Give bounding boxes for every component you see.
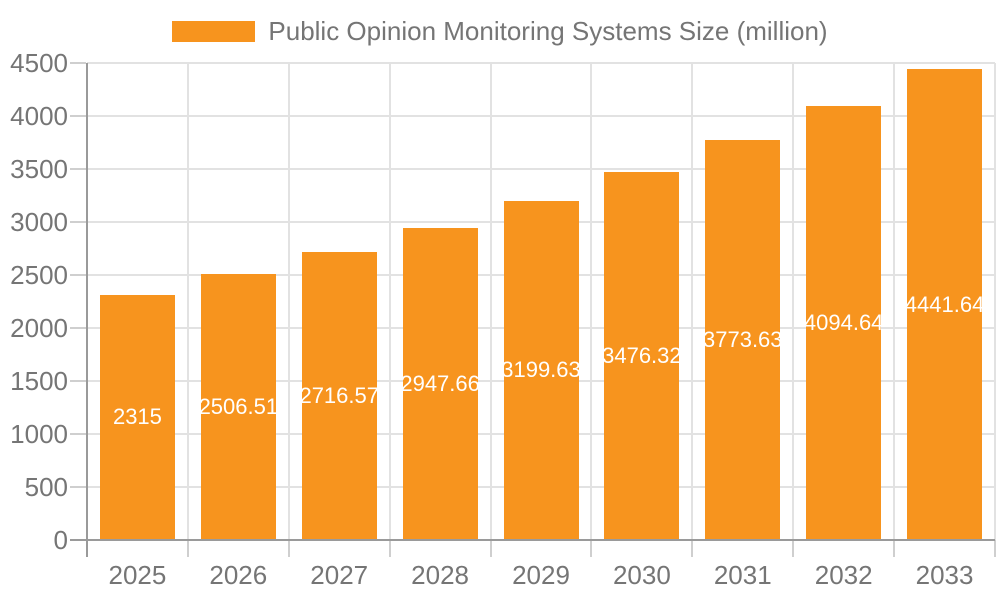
x-axis-label: 2030 [612,560,671,590]
x-axis-tick [994,540,996,557]
x-axis-label: 2025 [108,560,167,590]
bar-value-label: 3199.63 [501,357,581,383]
bar-2033[interactable] [907,69,983,540]
y-axis-label: 1500 [10,366,68,396]
x-axis-tick [893,540,896,557]
y-axis-tick [70,221,86,223]
gridline-vertical [287,63,290,540]
y-axis-label: 4500 [10,48,68,78]
bar-2031[interactable] [705,139,781,540]
bar-value-label: 2716.57 [299,383,379,409]
gridline-vertical [994,63,996,540]
bar-value-label: 2506.51 [198,394,279,420]
y-axis-label: 500 [24,472,68,502]
y-axis-label: 3500 [10,154,68,184]
bar-value-label: 3773.63 [703,326,783,352]
x-axis-label: 2026 [209,560,268,590]
gridline-vertical [893,63,896,540]
gridline-vertical [792,63,795,540]
bar-2026[interactable] [200,274,276,540]
y-axis-label: 2000 [10,313,68,343]
y-axis-tick [70,274,86,276]
y-axis-label: 4000 [10,101,68,131]
x-axis-tick [590,540,593,557]
gridline-horizontal [87,168,995,170]
gridline-vertical [186,63,189,540]
y-axis-label: 3000 [10,207,68,237]
y-axis-tick [70,168,86,170]
gridline-horizontal [87,62,995,64]
bar-value-label: 2947.66 [400,370,480,396]
y-axis-label: 1000 [10,419,68,449]
bar-2028[interactable] [402,227,478,540]
bar-2030[interactable] [604,171,680,540]
x-axis-tick [792,540,795,557]
x-axis-line [70,539,995,541]
y-axis-tick [70,380,86,382]
x-axis-label: 2027 [310,560,369,590]
legend-label: Public Opinion Monitoring Systems Size (… [268,16,828,46]
gridline-vertical [590,63,593,540]
x-axis-tick [186,540,189,557]
y-axis-line [86,63,88,557]
gridline-vertical [489,63,492,540]
y-axis-tick [70,62,86,64]
x-axis-label: 2032 [814,560,873,590]
y-axis-tick [70,486,86,488]
x-axis-label: 2029 [512,560,570,590]
x-axis-label: 2028 [411,560,470,590]
x-axis-label: 2033 [915,560,974,590]
x-axis-tick [691,540,694,557]
y-axis-label: 2500 [10,260,68,290]
bar-value-label: 2315 [112,404,162,430]
bar-value-label: 3476.32 [602,342,682,368]
bar-2025[interactable] [99,294,175,540]
x-axis-tick [489,540,492,557]
bar-value-label: 4441.64 [904,291,985,317]
gridline-vertical [691,63,694,540]
bar-2032[interactable] [806,105,882,540]
y-axis-tick [70,327,86,329]
x-axis-tick [388,540,391,557]
gridline-vertical [388,63,391,540]
legend-swatch-icon [172,20,256,42]
y-axis-label: 0 [53,525,68,555]
bar-2029[interactable] [503,200,579,540]
y-axis-tick [70,115,86,117]
x-axis-tick [287,540,290,557]
bar-value-label: 4094.64 [803,309,884,335]
y-axis-tick [70,433,86,435]
x-axis-label: 2031 [713,560,772,590]
legend[interactable]: Public Opinion Monitoring Systems Size (… [0,14,1000,48]
gridline-horizontal [87,115,995,117]
bar-2027[interactable] [301,252,377,540]
